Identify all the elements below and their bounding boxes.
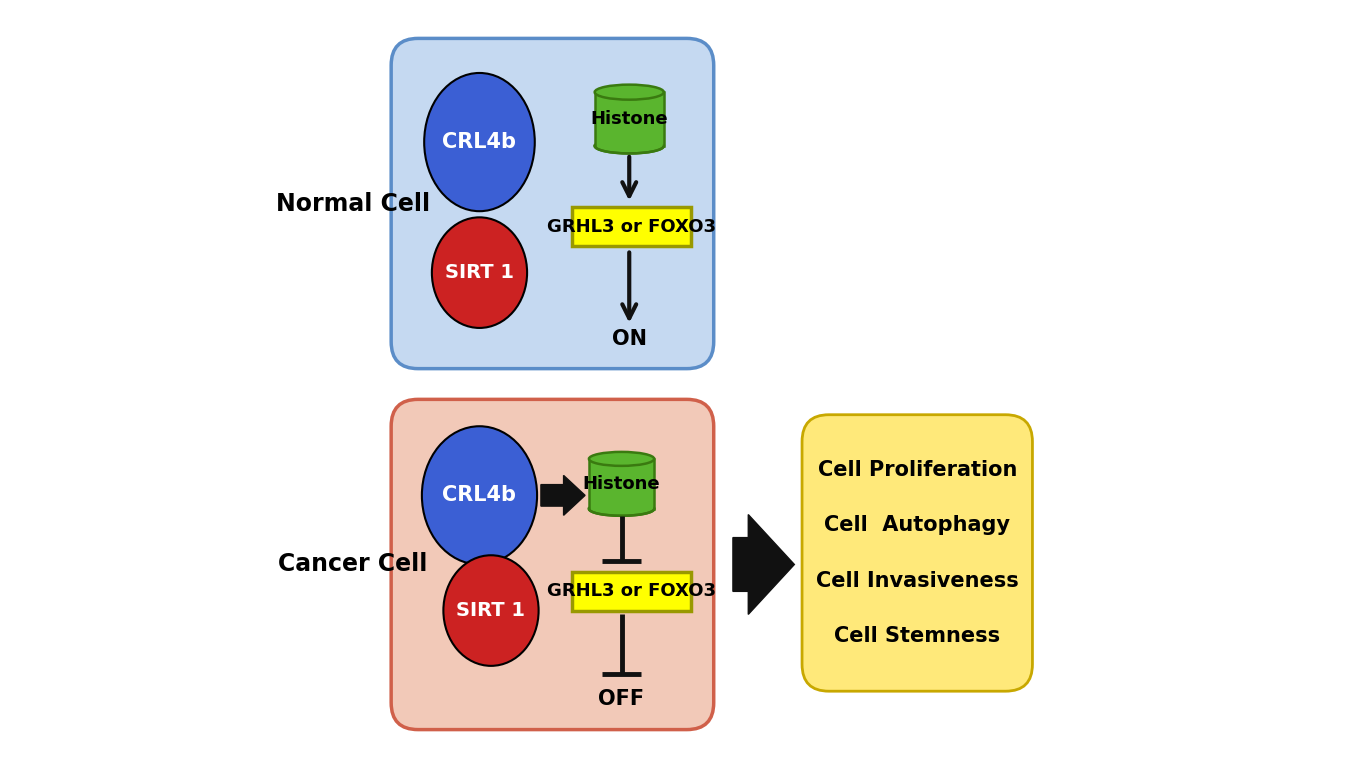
Ellipse shape: [422, 426, 537, 564]
FancyBboxPatch shape: [571, 572, 691, 611]
Text: Cancer Cell: Cancer Cell: [279, 552, 428, 577]
FancyBboxPatch shape: [571, 207, 691, 246]
FancyBboxPatch shape: [802, 415, 1033, 691]
Polygon shape: [541, 475, 585, 515]
Text: CRL4b: CRL4b: [443, 132, 516, 152]
Text: GRHL3 or FOXO3: GRHL3 or FOXO3: [546, 582, 716, 601]
Ellipse shape: [432, 217, 527, 328]
Bar: [594, 92, 664, 146]
Ellipse shape: [444, 555, 538, 666]
Text: Cell Invasiveness: Cell Invasiveness: [816, 571, 1019, 591]
Text: Cell Stemness: Cell Stemness: [835, 626, 1000, 646]
Ellipse shape: [589, 452, 654, 466]
Ellipse shape: [594, 84, 664, 100]
FancyBboxPatch shape: [391, 399, 713, 730]
Polygon shape: [734, 515, 795, 614]
Bar: [589, 458, 654, 508]
Text: Histone: Histone: [590, 110, 668, 128]
Ellipse shape: [589, 502, 654, 516]
Text: GRHL3 or FOXO3: GRHL3 or FOXO3: [546, 217, 716, 236]
Text: SIRT 1: SIRT 1: [445, 263, 514, 282]
Text: ON: ON: [612, 329, 646, 349]
Text: Histone: Histone: [583, 475, 660, 493]
Text: Cell Proliferation: Cell Proliferation: [818, 460, 1016, 480]
Text: CRL4b: CRL4b: [443, 485, 516, 505]
Text: SIRT 1: SIRT 1: [456, 601, 526, 620]
Text: OFF: OFF: [598, 689, 645, 709]
Ellipse shape: [594, 138, 664, 154]
Text: Normal Cell: Normal Cell: [276, 191, 430, 216]
Text: Cell  Autophagy: Cell Autophagy: [824, 515, 1011, 535]
Ellipse shape: [425, 73, 534, 211]
FancyBboxPatch shape: [391, 38, 713, 369]
